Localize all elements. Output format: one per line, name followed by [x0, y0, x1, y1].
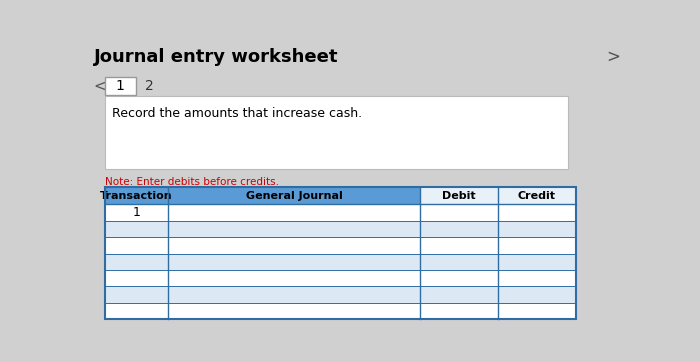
Text: Note: Enter debits before credits.: Note: Enter debits before credits.	[104, 177, 279, 187]
Text: >: >	[607, 48, 621, 66]
FancyBboxPatch shape	[104, 76, 136, 95]
FancyBboxPatch shape	[104, 221, 575, 237]
FancyBboxPatch shape	[104, 237, 575, 253]
FancyBboxPatch shape	[104, 270, 575, 286]
FancyBboxPatch shape	[104, 303, 575, 319]
Text: General Journal: General Journal	[246, 191, 342, 201]
FancyBboxPatch shape	[104, 253, 575, 270]
Text: 1: 1	[116, 79, 125, 93]
Text: Journal entry worksheet: Journal entry worksheet	[94, 48, 338, 66]
Text: <: <	[94, 78, 106, 93]
FancyBboxPatch shape	[104, 286, 575, 303]
Text: Debit: Debit	[442, 191, 476, 201]
FancyBboxPatch shape	[104, 96, 568, 169]
Text: Transaction: Transaction	[100, 191, 173, 201]
FancyBboxPatch shape	[104, 205, 575, 221]
Text: Credit: Credit	[518, 191, 556, 201]
Text: Record the amounts that increase cash.: Record the amounts that increase cash.	[112, 106, 363, 119]
Text: 2: 2	[145, 79, 154, 93]
Text: 1: 1	[132, 206, 140, 219]
FancyBboxPatch shape	[420, 188, 575, 205]
FancyBboxPatch shape	[104, 188, 420, 205]
